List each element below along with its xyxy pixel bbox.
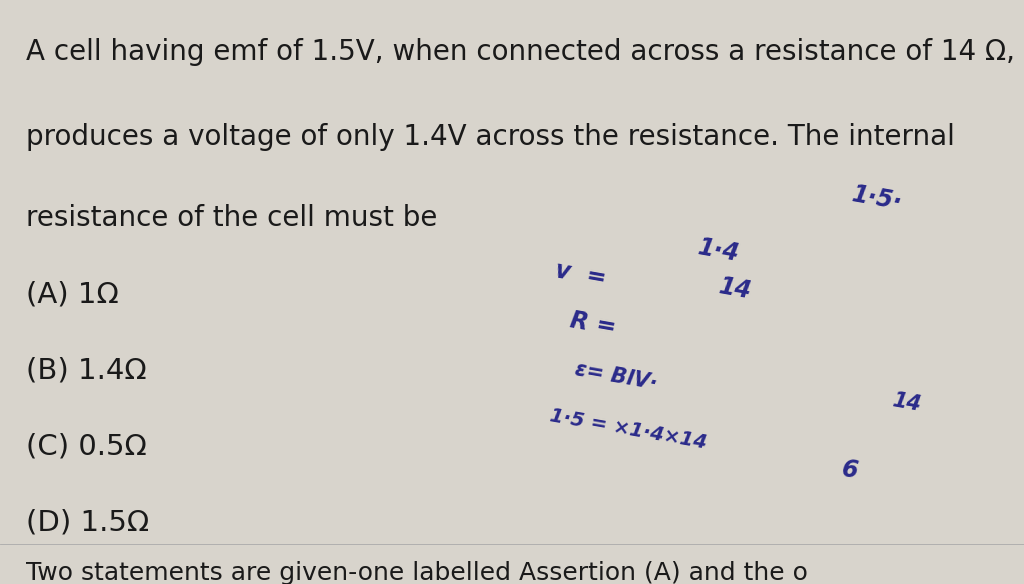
Text: (B) 1.4Ω: (B) 1.4Ω bbox=[26, 356, 146, 384]
Text: (C) 0.5Ω: (C) 0.5Ω bbox=[26, 432, 146, 460]
Text: produces a voltage of only 1.4V across the resistance. The internal: produces a voltage of only 1.4V across t… bbox=[26, 123, 954, 151]
Text: 1·5 = ×1·4×14: 1·5 = ×1·4×14 bbox=[548, 406, 708, 453]
Text: 1·4: 1·4 bbox=[696, 236, 741, 266]
Text: 6: 6 bbox=[840, 457, 859, 483]
Text: 14: 14 bbox=[891, 391, 923, 415]
Text: (D) 1.5Ω: (D) 1.5Ω bbox=[26, 508, 148, 536]
Text: Two statements are given-one labelled Assertion (A) and the o: Two statements are given-one labelled As… bbox=[26, 561, 808, 584]
Text: A cell having emf of 1.5V, when connected across a resistance of 14 Ω,: A cell having emf of 1.5V, when connecte… bbox=[26, 38, 1015, 66]
Text: 1·5·: 1·5· bbox=[850, 182, 904, 215]
Text: ε= BlV·: ε= BlV· bbox=[573, 360, 659, 394]
Text: (A) 1Ω: (A) 1Ω bbox=[26, 280, 119, 308]
Text: resistance of the cell must be: resistance of the cell must be bbox=[26, 204, 437, 232]
Text: v  =: v = bbox=[553, 258, 608, 291]
Text: 14: 14 bbox=[717, 274, 754, 304]
Text: R =: R = bbox=[568, 308, 618, 340]
